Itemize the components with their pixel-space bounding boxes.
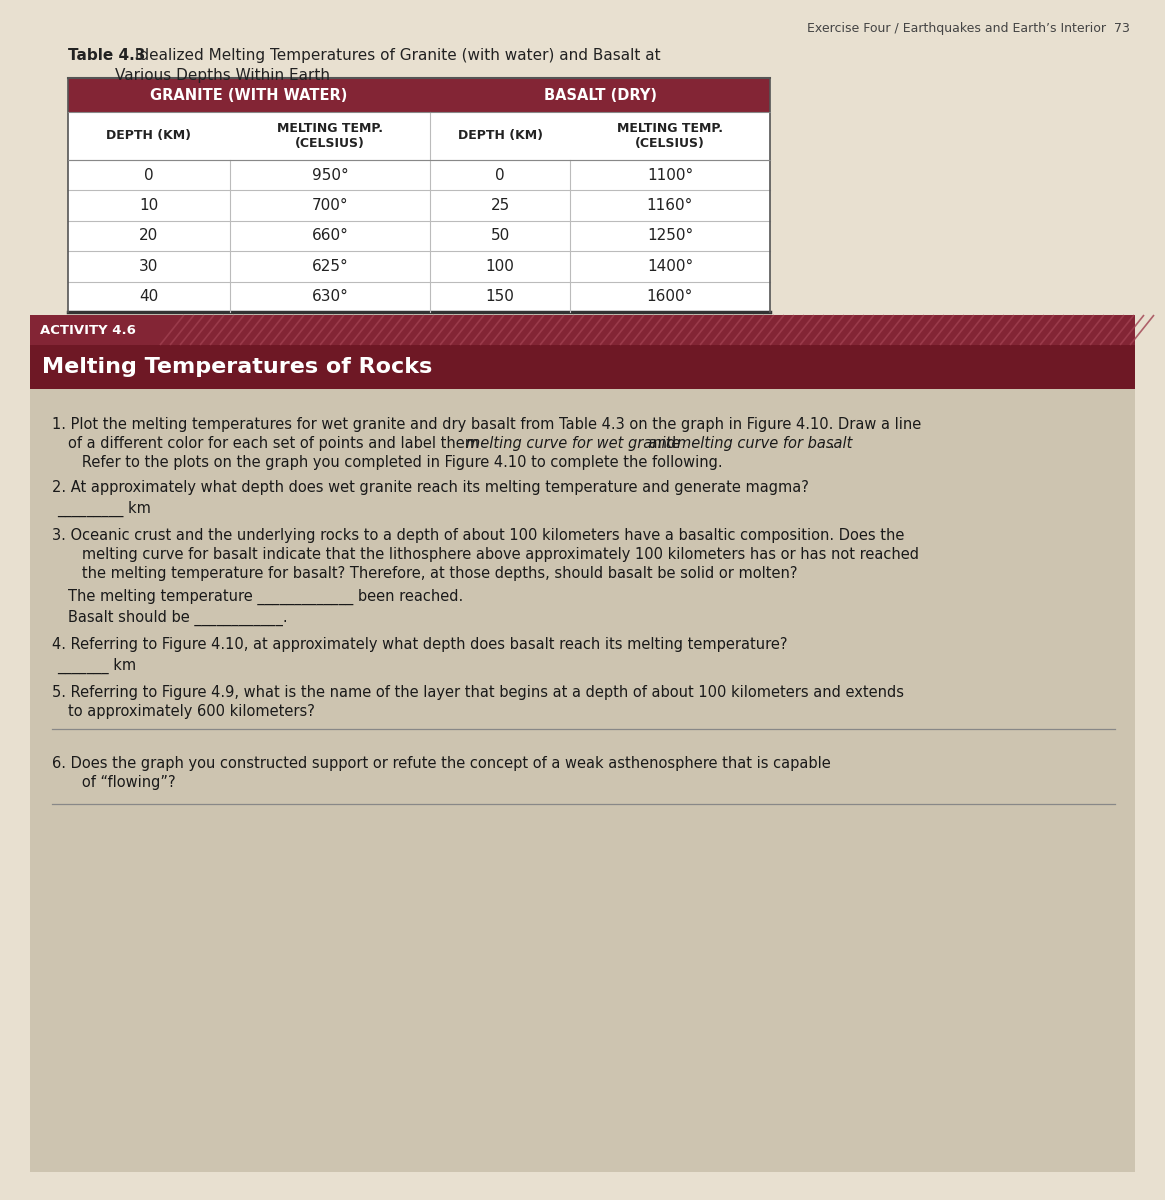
Text: of “flowing”?: of “flowing”? [68,775,176,790]
Text: 660°: 660° [311,228,348,244]
Bar [30,314,1135,346]
Text: _________ km: _________ km [57,502,151,517]
Text: 0: 0 [144,168,154,182]
Text: 700°: 700° [312,198,348,214]
Text: Basalt should be ____________.: Basalt should be ____________. [68,610,288,626]
Text: Melting Temperatures of Rocks: Melting Temperatures of Rocks [42,358,432,377]
Bar [430,78,770,112]
Text: and: and [644,436,680,451]
Text: 150: 150 [486,289,515,305]
Bar [68,282,770,312]
Text: 625°: 625° [311,259,348,274]
Text: The melting temperature _____________ been reached.: The melting temperature _____________ be… [68,589,464,605]
Text: Various Depths Within Earth: Various Depths Within Earth [115,68,330,83]
Text: 25: 25 [490,198,509,214]
Text: 0: 0 [495,168,504,182]
Text: of a different color for each set of points and label them: of a different color for each set of poi… [68,436,483,451]
Bar [68,112,770,160]
Text: 5. Referring to Figure 4.9, what is the name of the layer that begins at a depth: 5. Referring to Figure 4.9, what is the … [52,685,904,700]
Text: 1400°: 1400° [647,259,693,274]
Text: BASALT (DRY): BASALT (DRY) [544,88,657,102]
Text: 30: 30 [140,259,158,274]
Text: .: . [829,436,834,451]
Text: 100: 100 [486,259,515,274]
Text: 1100°: 1100° [647,168,693,182]
Text: Exercise Four / Earthquakes and Earth’s Interior  73: Exercise Four / Earthquakes and Earth’s … [807,22,1130,35]
Text: DEPTH (KM): DEPTH (KM) [106,130,191,143]
Text: Table 4.3: Table 4.3 [68,48,146,62]
Text: Idealized Melting Temperatures of Granite (with water) and Basalt at: Idealized Melting Temperatures of Granit… [130,48,661,62]
Text: Refer to the plots on the graph you completed in Figure 4.10 to complete the fol: Refer to the plots on the graph you comp… [68,455,722,470]
Bar [68,251,770,282]
Text: MELTING TEMP.
(CELSIUS): MELTING TEMP. (CELSIUS) [277,122,383,150]
Text: melting curve for basalt indicate that the lithosphere above approximately 100 k: melting curve for basalt indicate that t… [68,547,919,562]
Text: MELTING TEMP.
(CELSIUS): MELTING TEMP. (CELSIUS) [617,122,723,150]
Text: DEPTH (KM): DEPTH (KM) [458,130,543,143]
Text: melting curve for wet granite: melting curve for wet granite [466,436,680,451]
Bar [30,389,1135,1172]
Text: melting curve for basalt: melting curve for basalt [677,436,853,451]
Text: GRANITE (WITH WATER): GRANITE (WITH WATER) [150,88,347,102]
Bar [68,191,770,221]
Text: ACTIVITY 4.6: ACTIVITY 4.6 [40,324,136,336]
Text: 630°: 630° [311,289,348,305]
Text: 3. Oceanic crust and the underlying rocks to a depth of about 100 kilometers hav: 3. Oceanic crust and the underlying rock… [52,528,904,542]
Text: 1160°: 1160° [647,198,693,214]
Text: the melting temperature for basalt? Therefore, at those depths, should basalt be: the melting temperature for basalt? Ther… [68,566,798,581]
Text: 950°: 950° [311,168,348,182]
Bar [68,160,770,191]
Bar [30,346,1135,389]
Text: 1600°: 1600° [647,289,693,305]
Text: 20: 20 [140,228,158,244]
Text: 1250°: 1250° [647,228,693,244]
Text: 50: 50 [490,228,509,244]
Text: to approximately 600 kilometers?: to approximately 600 kilometers? [68,704,315,719]
Text: _______ km: _______ km [57,658,136,674]
Bar [68,221,770,251]
Text: 4. Referring to Figure 4.10, at approximately what depth does basalt reach its m: 4. Referring to Figure 4.10, at approxim… [52,637,788,652]
Text: 2. At approximately what depth does wet granite reach its melting temperature an: 2. At approximately what depth does wet … [52,480,809,494]
Bar [68,78,430,112]
Text: 40: 40 [140,289,158,305]
Text: 1. Plot the melting temperatures for wet granite and dry basalt from Table 4.3 o: 1. Plot the melting temperatures for wet… [52,416,922,432]
Text: 6. Does the graph you constructed support or refute the concept of a weak asthen: 6. Does the graph you constructed suppor… [52,756,831,770]
Text: 10: 10 [140,198,158,214]
